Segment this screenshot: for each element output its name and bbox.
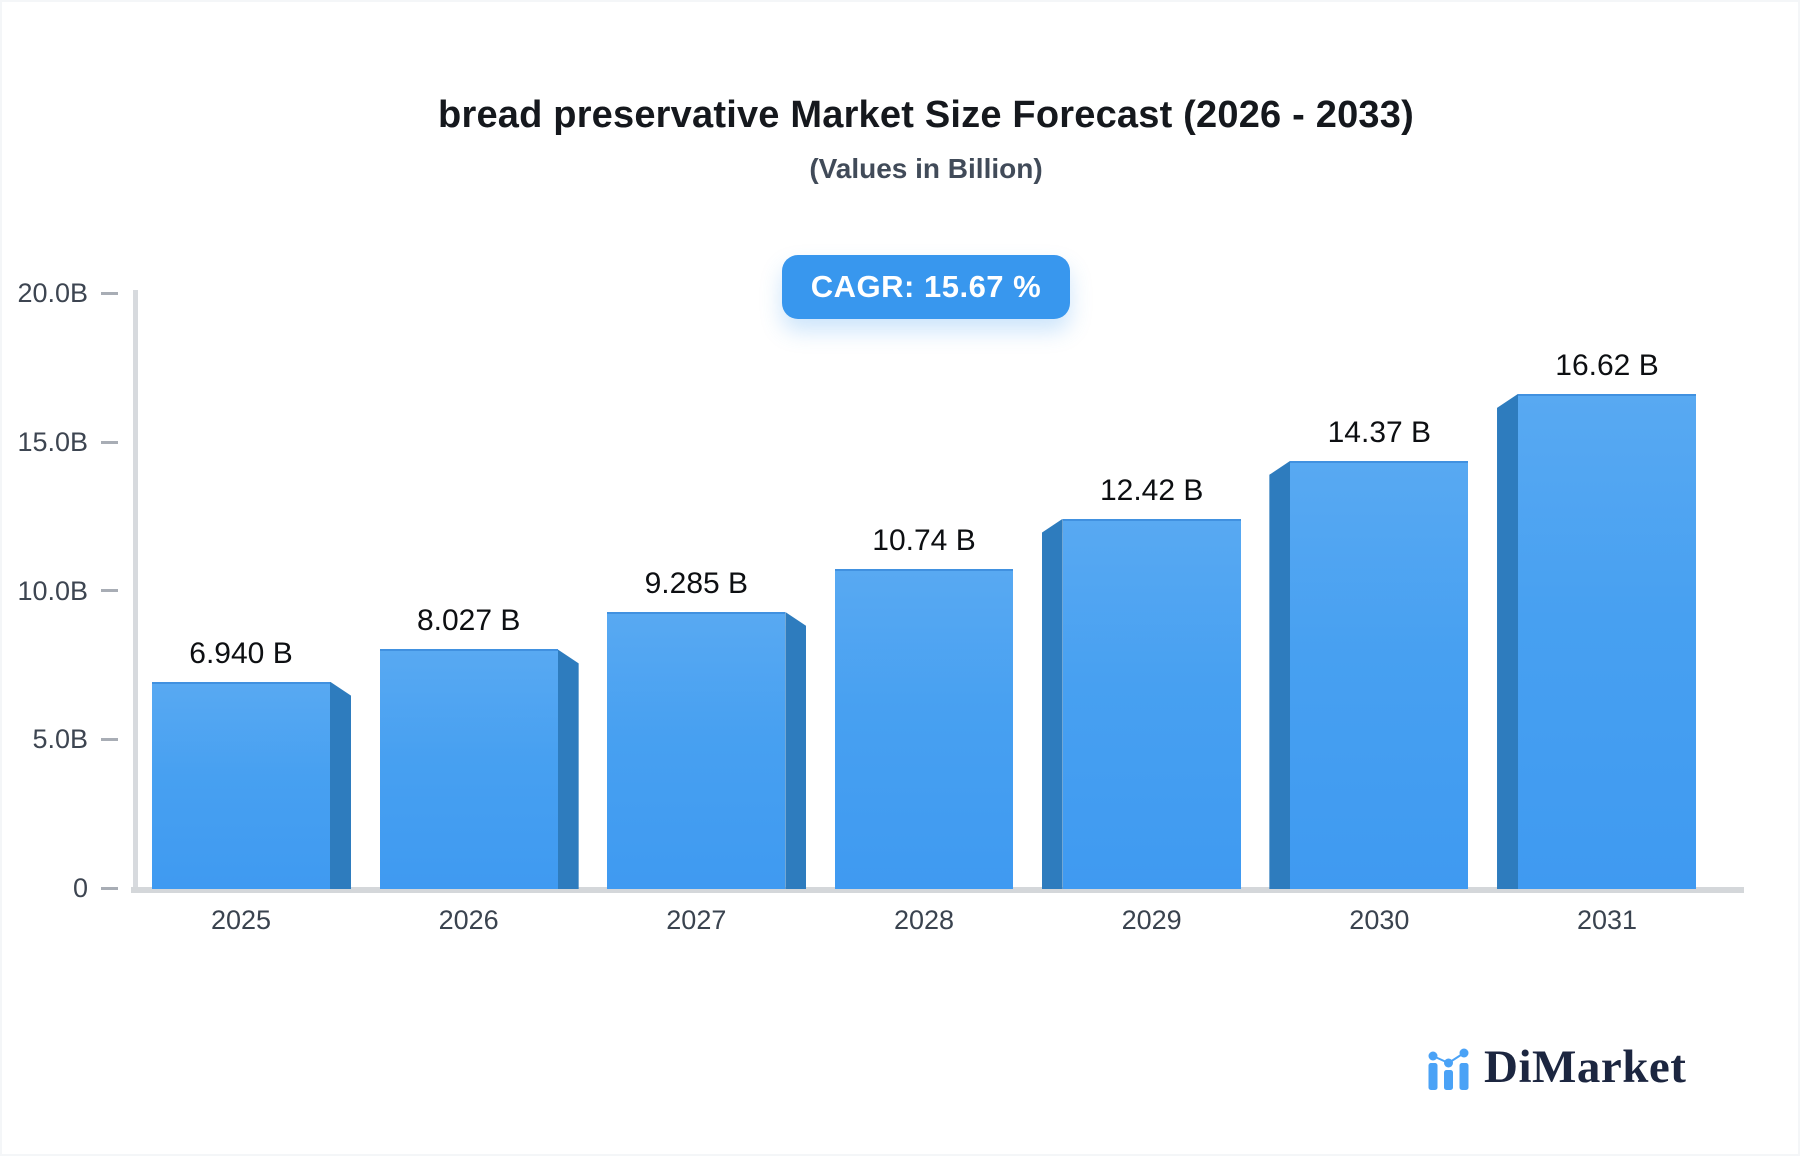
bar-3d-side (557, 649, 579, 889)
chart-header: bread preservative Market Size Forecast … (51, 94, 1798, 185)
bar-value-label: 9.285 B (644, 566, 749, 600)
bar-value-label: 14.37 B (1327, 415, 1432, 449)
x-axis-label: 2025 (210, 905, 272, 935)
bar (1518, 393, 1697, 889)
y-axis-tick (101, 440, 118, 444)
x-axis-label: 2030 (1349, 905, 1410, 935)
mini-bar-chart-icon (1428, 1048, 1469, 1090)
cagr-badge-label: CAGR: 15.67 % (810, 269, 1042, 304)
bar (607, 611, 786, 889)
bar-value-label: 16.62 B (1555, 348, 1659, 382)
dimarket-logo[interactable]: DiMarket (1426, 1040, 1686, 1094)
bar-value-label: 10.74 B (872, 523, 976, 557)
logo-text: DiMarket (1484, 1041, 1687, 1093)
bar (379, 649, 558, 889)
x-axis-label: 2029 (1121, 905, 1182, 935)
x-axis-baseline (131, 887, 1744, 893)
bar (835, 568, 1013, 889)
bar (152, 681, 330, 889)
x-axis-label: 2031 (1576, 905, 1638, 935)
bar-3d-side (1497, 393, 1519, 889)
y-axis-label: 10.0B (17, 575, 88, 606)
x-axis-label: 2027 (666, 905, 727, 935)
y-axis-tick (101, 737, 118, 741)
cagr-badge: CAGR: 15.67 % (782, 255, 1070, 319)
bar-3d-side (1269, 460, 1291, 889)
bar-3d-side (1041, 518, 1063, 889)
bar-value-label: 6.940 B (189, 636, 293, 670)
y-axis-label: 15.0B (17, 427, 88, 458)
chart-title: bread preservative Market Size Forecast … (438, 94, 1414, 136)
bar-3d-side (785, 611, 807, 889)
y-axis-tick (101, 886, 118, 890)
chart-subtitle: (Values in Billion) (809, 153, 1043, 184)
bar-value-label: 12.42 B (1099, 473, 1204, 507)
bar-value-label: 8.027 B (416, 604, 521, 638)
x-axis-label: 2028 (893, 905, 955, 935)
y-axis-label: 5.0B (32, 724, 88, 755)
x-axis-label: 2026 (438, 905, 499, 935)
bar (1062, 518, 1241, 889)
y-axis-line (133, 290, 138, 893)
bar-3d-side (330, 681, 351, 889)
y-axis-tick (101, 589, 118, 593)
y-axis-label: 0 (72, 873, 88, 903)
bar (1290, 460, 1469, 889)
y-axis-label: 20.0B (17, 278, 88, 309)
y-axis-tick (101, 291, 118, 295)
